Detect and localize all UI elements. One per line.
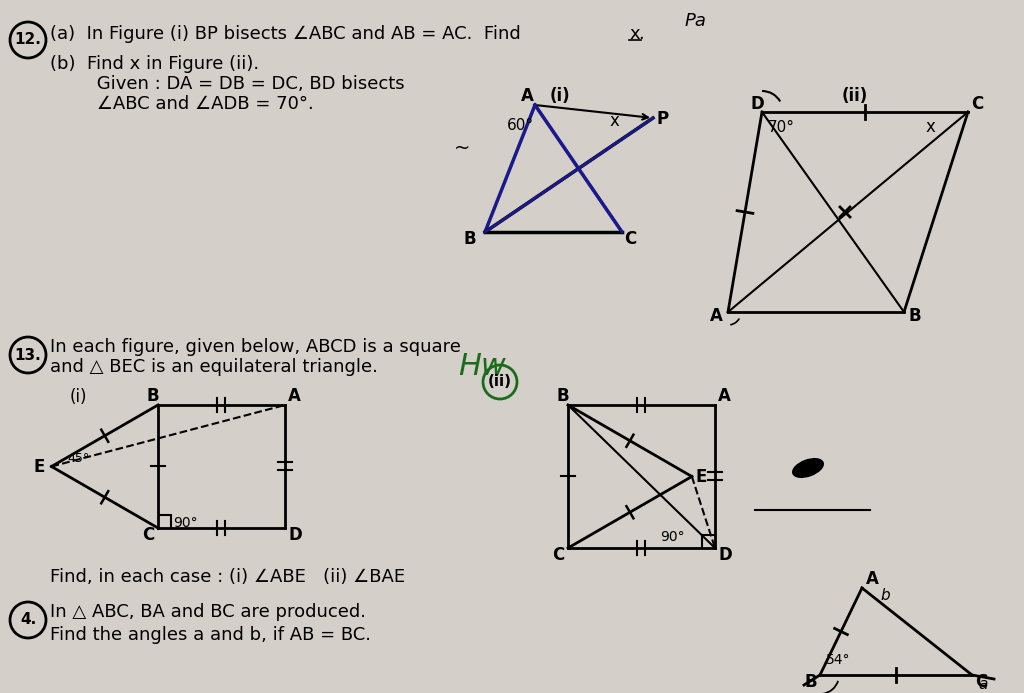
Ellipse shape — [793, 459, 823, 477]
Text: B: B — [804, 673, 816, 691]
Text: A: A — [520, 87, 534, 105]
Text: 13.: 13. — [14, 347, 41, 362]
Text: D: D — [288, 526, 302, 544]
Text: E: E — [696, 468, 708, 486]
Text: Hw: Hw — [458, 352, 506, 381]
Text: C: C — [624, 230, 636, 248]
Text: D: D — [751, 95, 764, 113]
Text: (ii): (ii) — [488, 374, 512, 389]
Text: 12.: 12. — [14, 33, 41, 48]
Text: In △ ABC, BA and BC are produced.: In △ ABC, BA and BC are produced. — [50, 603, 366, 621]
Text: b: b — [880, 588, 890, 603]
Text: B: B — [557, 387, 569, 405]
Text: B: B — [146, 387, 160, 405]
Text: x: x — [926, 118, 936, 136]
Text: 45°: 45° — [68, 453, 90, 466]
Text: C: C — [552, 546, 564, 564]
Text: x: x — [610, 112, 620, 130]
Text: a: a — [978, 677, 987, 692]
Text: P: P — [657, 110, 669, 128]
Text: (i): (i) — [70, 388, 87, 406]
Text: 90°: 90° — [173, 516, 198, 530]
Text: (b)  Find x in Figure (ii).: (b) Find x in Figure (ii). — [50, 55, 259, 73]
Text: and △ BEC is an equilateral triangle.: and △ BEC is an equilateral triangle. — [50, 358, 378, 376]
Text: C: C — [971, 95, 983, 113]
Text: E: E — [34, 459, 45, 477]
Text: (ii): (ii) — [842, 87, 868, 105]
Text: In each figure, given below, ABCD is a square: In each figure, given below, ABCD is a s… — [50, 338, 461, 356]
Text: A: A — [866, 570, 879, 588]
Text: B: B — [464, 230, 476, 248]
Text: B: B — [909, 307, 922, 325]
Text: (a)  In Figure (i) BP bisects ∠ABC and AB = AC.  Find: (a) In Figure (i) BP bisects ∠ABC and AB… — [50, 25, 526, 43]
Text: (i): (i) — [550, 87, 570, 105]
Text: 90°: 90° — [660, 530, 685, 544]
Text: ~: ~ — [454, 139, 470, 157]
Text: 70°: 70° — [768, 120, 795, 135]
Text: Pa: Pa — [685, 12, 707, 30]
Text: 54°: 54° — [826, 653, 851, 667]
Text: A: A — [718, 387, 731, 405]
Text: Find the angles a and b, if AB = BC.: Find the angles a and b, if AB = BC. — [50, 626, 371, 644]
Text: ∠ABC and ∠ADB = 70°.: ∠ABC and ∠ADB = 70°. — [68, 95, 313, 113]
Text: 4.: 4. — [19, 613, 36, 627]
Text: Find, in each case : (i) ∠ABE   (ii) ∠BAE: Find, in each case : (i) ∠ABE (ii) ∠BAE — [50, 568, 406, 586]
Text: x: x — [629, 25, 640, 43]
Text: .: . — [638, 25, 644, 43]
Text: D: D — [718, 546, 732, 564]
Text: Given : DA = DB = DC, BD bisects: Given : DA = DB = DC, BD bisects — [68, 75, 404, 93]
Text: A: A — [288, 387, 301, 405]
Text: C: C — [142, 526, 155, 544]
Text: 60°: 60° — [507, 118, 535, 133]
Text: C: C — [975, 673, 987, 691]
Text: A: A — [710, 307, 723, 325]
